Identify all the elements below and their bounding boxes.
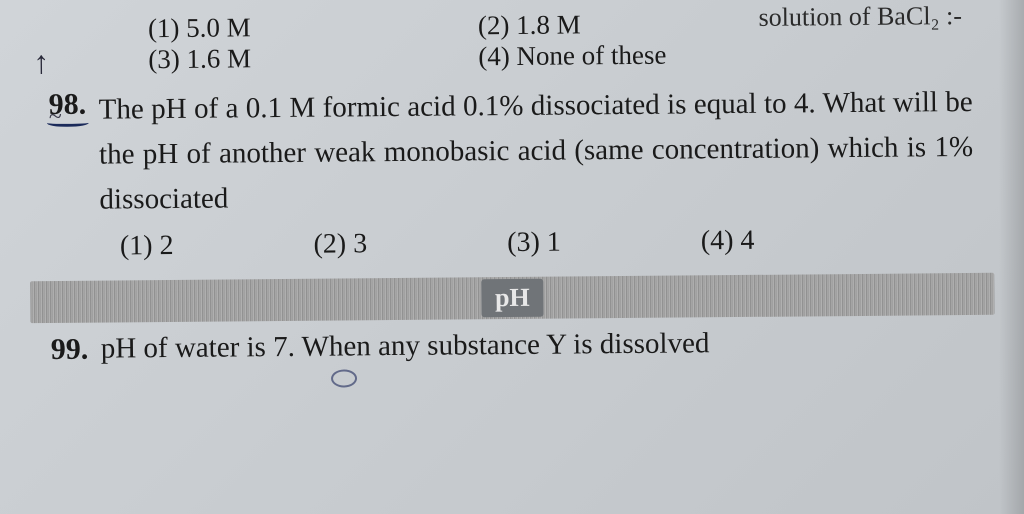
answer-option-2: (2) 3 (313, 228, 367, 260)
option-3: (3) 1.6 M (148, 41, 478, 75)
question-number-98: 98. (29, 88, 99, 123)
partial-header-text: solution of BaCl₂ :- (758, 1, 962, 33)
option-4: (4) None of these (478, 38, 828, 72)
ph-label: pH (481, 279, 544, 318)
question-number-99: 99. (31, 332, 101, 367)
answer-option-3: (3) 1 (507, 226, 561, 258)
pen-mark-circle (331, 369, 357, 387)
qnum-text: 98. (49, 88, 87, 121)
ph-section-banner: pH (30, 273, 994, 323)
page-content: ↑ ~ solution of BaCl₂ :- (1) 5.0 M (2) 1… (28, 6, 996, 508)
option-1: (1) 5.0 M (148, 10, 478, 44)
question-99: 99. pH of water is 7. When any substance… (31, 325, 995, 367)
arrow-decoration: ↑ (33, 44, 49, 81)
question-98: 98. The pH of a 0.1 M formic acid 0.1% d… (29, 80, 994, 223)
question-99-text: pH of water is 7. When any substance Y i… (101, 325, 995, 366)
page-shadow (999, 0, 1024, 514)
answer-option-1: (1) 2 (120, 230, 174, 262)
answer-option-4: (4) 4 (701, 225, 755, 257)
question-98-text: The pH of a 0.1 M formic acid 0.1% disso… (99, 80, 994, 223)
question-98-options: (1) 2 (2) 3 (3) 1 (4) 4 (30, 215, 994, 263)
pen-underline (47, 119, 89, 127)
